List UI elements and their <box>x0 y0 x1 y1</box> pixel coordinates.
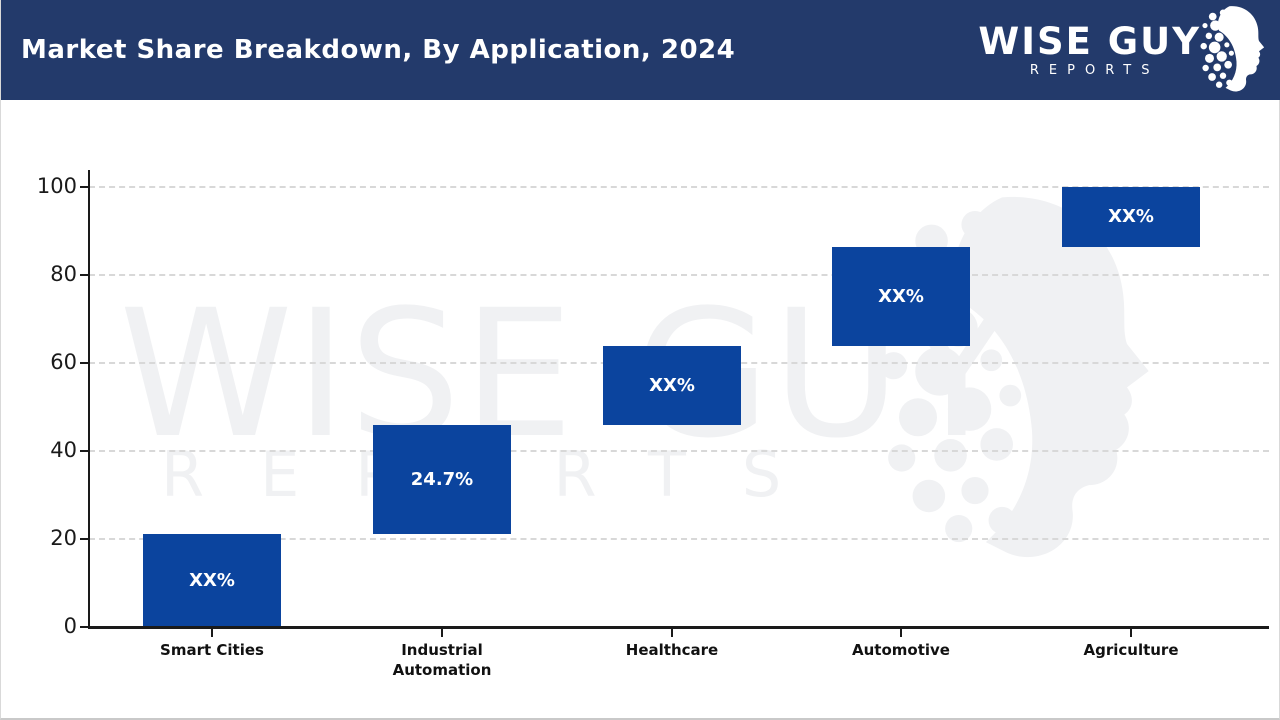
logo-subtitle: REPORTS <box>1029 62 1160 78</box>
x-category-label: Industrial Automation <box>392 641 492 680</box>
bar-segment: 24.7% <box>373 425 511 534</box>
chart-title: Market Share Breakdown, By Application, … <box>21 35 736 65</box>
bar-value-label: XX% <box>878 285 924 307</box>
y-tick-mark <box>80 186 89 188</box>
y-tick-label: 20 <box>50 526 77 550</box>
bar-value-label: XX% <box>1108 206 1154 228</box>
y-tick-label: 0 <box>63 614 77 638</box>
header-bar: Market Share Breakdown, By Application, … <box>1 0 1280 100</box>
bar-value-label: XX% <box>649 374 695 396</box>
y-tick-label: 40 <box>50 438 77 462</box>
gridline <box>89 538 1269 540</box>
y-tick-mark <box>80 626 89 628</box>
logo-wordmark: WISE GUY <box>978 19 1201 63</box>
wiseguy-logo: WISE GUY REPORTS <box>978 2 1269 98</box>
bar-segment: XX% <box>832 246 970 346</box>
bar-segment: XX% <box>603 345 741 426</box>
y-tick-label: 60 <box>50 350 77 374</box>
y-tick-label: 100 <box>36 174 77 198</box>
logo-face-icon <box>1195 5 1269 95</box>
x-tick-mark <box>900 629 902 637</box>
x-category-label: Agriculture <box>1083 641 1179 659</box>
x-category-label: Healthcare <box>625 641 719 659</box>
x-category-label: Smart Cities <box>160 641 264 659</box>
y-tick-mark <box>80 274 89 276</box>
bar-segment: XX% <box>143 533 281 627</box>
y-axis-line <box>88 170 90 628</box>
bar-value-label: XX% <box>189 569 235 591</box>
gridline <box>89 450 1269 452</box>
x-tick-mark <box>671 629 673 637</box>
gridline <box>89 274 1269 276</box>
x-category-label: Automotive <box>852 641 950 659</box>
y-tick-label: 80 <box>50 262 77 286</box>
x-tick-mark <box>441 629 443 637</box>
x-tick-mark <box>1130 629 1132 637</box>
y-tick-mark <box>80 362 89 364</box>
bar-value-label: 24.7% <box>410 468 474 490</box>
x-axis-line <box>88 626 1269 629</box>
y-tick-mark <box>80 450 89 452</box>
gridline <box>89 186 1269 188</box>
bar-segment: XX% <box>1062 187 1200 247</box>
plot-area: 0 20 40 60 80 100 XX% Smart Cities 24.7% Industri… <box>1 100 1280 720</box>
logo-text: WISE GUY REPORTS <box>978 23 1201 78</box>
x-tick-mark <box>211 629 213 637</box>
y-tick-mark <box>80 538 89 540</box>
